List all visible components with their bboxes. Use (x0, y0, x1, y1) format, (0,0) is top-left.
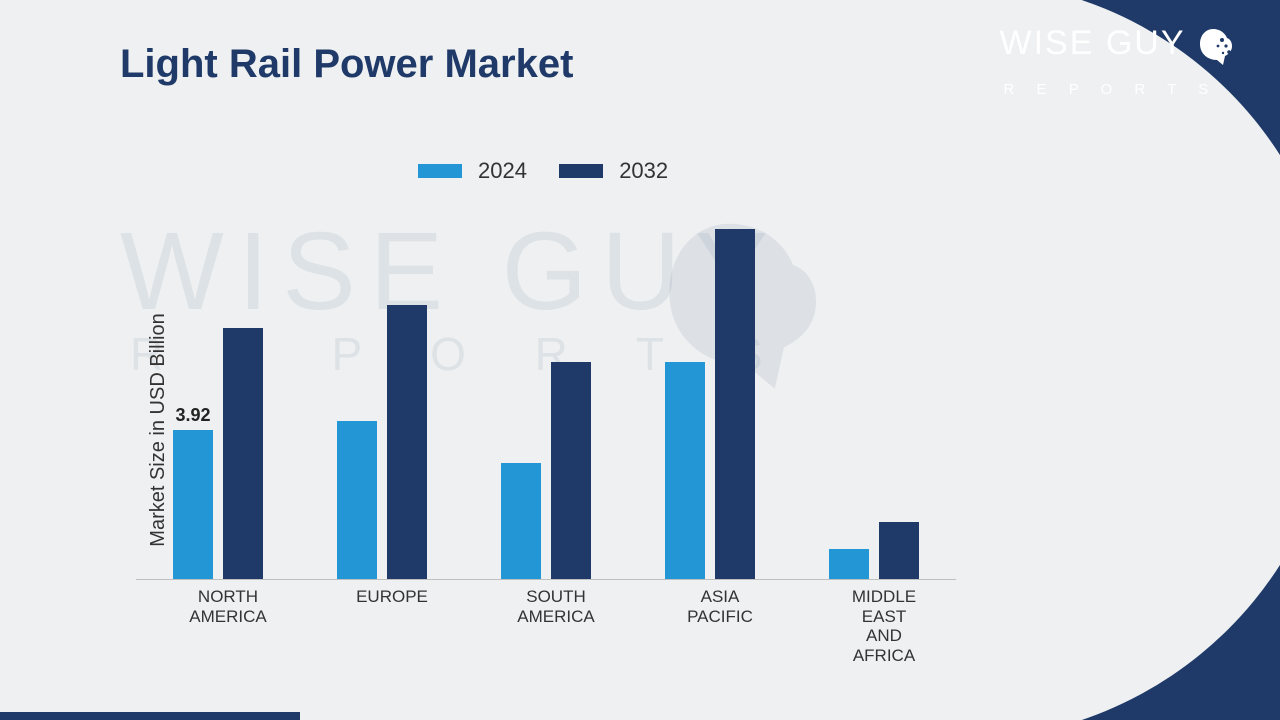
bar-2024 (829, 549, 869, 579)
brand-head-icon (1196, 26, 1244, 79)
legend-label-2032: 2032 (619, 158, 668, 183)
legend-label-2024: 2024 (478, 158, 527, 183)
legend-swatch-2024 (418, 164, 462, 178)
brand-name: WISE GUY (1000, 24, 1186, 62)
category-label: MIDDLEEASTANDAFRICA (819, 587, 949, 665)
category-label: ASIAPACIFIC (655, 587, 785, 626)
bar-2032 (387, 305, 427, 579)
accent-bar (0, 712, 300, 720)
chart: Market Size in USD Billion 2024 2032 3.9… (80, 170, 980, 690)
category-label: NORTHAMERICA (163, 587, 293, 626)
bar-2032 (223, 328, 263, 579)
chart-card: Light Rail Power Market WISE GUY R E P O… (0, 0, 1280, 720)
legend: 2024 2032 (80, 158, 980, 184)
legend-swatch-2032 (559, 164, 603, 178)
category-label: SOUTHAMERICA (491, 587, 621, 626)
bar-2024 (501, 463, 541, 579)
plot-area: 3.92NORTHAMERICAEUROPESOUTHAMERICAASIAPA… (136, 200, 956, 580)
bar-2024 (665, 362, 705, 579)
bar-2024 (337, 421, 377, 579)
brand-logo: WISE GUY R E P O R T S (1000, 26, 1244, 98)
bar-2032 (715, 229, 755, 579)
bar-value-label: 3.92 (163, 405, 223, 426)
chart-title: Light Rail Power Market (120, 42, 573, 87)
brand-sub: R E P O R T S (1000, 81, 1244, 98)
bar-2032 (551, 362, 591, 579)
category-label: EUROPE (327, 587, 457, 607)
bar-2032 (879, 522, 919, 579)
bar-2024 (173, 430, 213, 579)
